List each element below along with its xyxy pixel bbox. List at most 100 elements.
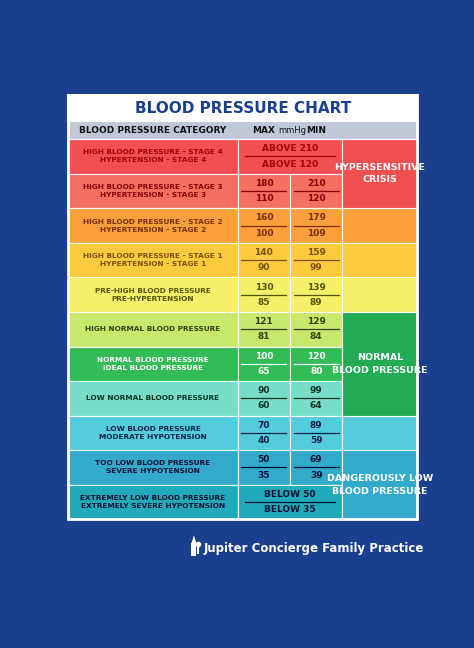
Bar: [342, 415, 418, 450]
Text: 89: 89: [310, 421, 322, 430]
Bar: [237, 208, 290, 243]
Text: 109: 109: [307, 229, 326, 238]
Bar: [290, 415, 342, 450]
Text: Jupiter Concierge Family Practice: Jupiter Concierge Family Practice: [204, 542, 424, 555]
Bar: [290, 450, 342, 485]
Text: HIGH BLOOD PRESSURE - STAGE 2
HYPERTENSION - STAGE 2: HIGH BLOOD PRESSURE - STAGE 2 HYPERTENSI…: [83, 218, 223, 233]
Bar: [68, 415, 237, 450]
Text: TOO LOW BLOOD PRESSURE
SEVERE HYPOTENSION: TOO LOW BLOOD PRESSURE SEVERE HYPOTENSIO…: [95, 461, 210, 474]
Text: 40: 40: [257, 436, 270, 445]
Text: 89: 89: [310, 298, 322, 307]
Text: 81: 81: [257, 332, 270, 341]
Bar: [290, 174, 342, 208]
Text: 99: 99: [310, 386, 323, 395]
Text: DANGEROUSLY LOW
BLOOD PRESSURE: DANGEROUSLY LOW BLOOD PRESSURE: [327, 474, 433, 496]
Bar: [68, 121, 418, 139]
Bar: [290, 347, 342, 381]
Text: 140: 140: [255, 248, 273, 257]
Text: 84: 84: [310, 332, 322, 341]
Bar: [290, 381, 342, 415]
Text: HIGH NORMAL BLOOD PRESSURE: HIGH NORMAL BLOOD PRESSURE: [85, 326, 221, 332]
Text: 121: 121: [255, 317, 273, 326]
Text: 50: 50: [258, 456, 270, 465]
Bar: [290, 243, 342, 277]
Text: NORMAL
BLOOD PRESSURE: NORMAL BLOOD PRESSURE: [332, 353, 428, 375]
Text: 180: 180: [255, 179, 273, 188]
Text: 99: 99: [310, 263, 323, 272]
Bar: [68, 208, 237, 243]
Text: 210: 210: [307, 179, 326, 188]
Text: ABOVE 210: ABOVE 210: [262, 145, 318, 154]
Bar: [237, 277, 290, 312]
Bar: [342, 450, 418, 519]
Text: 90: 90: [257, 386, 270, 395]
Text: 65: 65: [257, 367, 270, 376]
Text: 35: 35: [257, 470, 270, 480]
Text: 129: 129: [307, 317, 326, 326]
Text: 70: 70: [257, 421, 270, 430]
Bar: [342, 243, 418, 277]
Bar: [68, 139, 237, 174]
Text: BELOW 50: BELOW 50: [264, 490, 316, 499]
Bar: [237, 381, 290, 415]
Bar: [290, 277, 342, 312]
Text: 60: 60: [258, 402, 270, 410]
Bar: [68, 312, 237, 347]
Text: 59: 59: [310, 436, 322, 445]
Text: ABOVE 120: ABOVE 120: [262, 159, 318, 168]
Text: BLOOD PRESSURE CHART: BLOOD PRESSURE CHART: [135, 100, 351, 116]
Bar: [342, 139, 418, 208]
Bar: [237, 312, 290, 347]
Text: MAX: MAX: [252, 126, 275, 135]
Text: NORMAL BLOOD PRESSURE
IDEAL BLOOD PRESSURE: NORMAL BLOOD PRESSURE IDEAL BLOOD PRESSU…: [97, 357, 209, 371]
Text: 90: 90: [257, 263, 270, 272]
Text: 85: 85: [257, 298, 270, 307]
Bar: [342, 208, 418, 243]
Text: BELOW 35: BELOW 35: [264, 505, 316, 514]
Text: HIGH BLOOD PRESSURE - STAGE 3
HYPERTENSION - STAGE 3: HIGH BLOOD PRESSURE - STAGE 3 HYPERTENSI…: [83, 184, 223, 198]
Text: 110: 110: [255, 194, 273, 203]
Text: mmHg: mmHg: [278, 126, 306, 135]
Text: 139: 139: [307, 283, 326, 292]
Text: EXTREMELY LOW BLOOD PRESSURE
EXTREMELY SEVERE HYPOTENSION: EXTREMELY LOW BLOOD PRESSURE EXTREMELY S…: [81, 495, 226, 509]
Bar: [68, 243, 237, 277]
Bar: [68, 450, 237, 485]
Bar: [191, 543, 196, 556]
Bar: [237, 485, 342, 519]
Text: 100: 100: [255, 352, 273, 361]
Polygon shape: [191, 535, 196, 543]
Text: 120: 120: [307, 194, 326, 203]
Bar: [68, 485, 237, 519]
Text: 130: 130: [255, 283, 273, 292]
Text: MIN: MIN: [306, 126, 326, 135]
Bar: [68, 277, 237, 312]
Text: 159: 159: [307, 248, 326, 257]
Text: 64: 64: [310, 402, 322, 410]
Text: LOW NORMAL BLOOD PRESSURE: LOW NORMAL BLOOD PRESSURE: [86, 395, 219, 401]
Text: 100: 100: [255, 229, 273, 238]
Bar: [237, 243, 290, 277]
Text: PRE-HIGH BLOOD PRESSURE
PRE-HYPERTENSION: PRE-HIGH BLOOD PRESSURE PRE-HYPERTENSION: [95, 288, 211, 302]
Bar: [237, 347, 290, 381]
Bar: [342, 312, 418, 415]
Text: HIGH BLOOD PRESSURE - STAGE 4
HYPERTENSION - STAGE 4: HIGH BLOOD PRESSURE - STAGE 4 HYPERTENSI…: [83, 150, 223, 163]
Bar: [68, 174, 237, 208]
Text: 69: 69: [310, 456, 322, 465]
Bar: [290, 208, 342, 243]
Bar: [68, 95, 418, 121]
Text: HIGH BLOOD PRESSURE - STAGE 1
HYPERTENSION - STAGE 1: HIGH BLOOD PRESSURE - STAGE 1 HYPERTENSI…: [83, 253, 223, 267]
Text: 80: 80: [310, 367, 322, 376]
Text: 120: 120: [307, 352, 326, 361]
Bar: [237, 174, 290, 208]
Bar: [68, 95, 418, 519]
Bar: [68, 347, 237, 381]
Bar: [68, 381, 237, 415]
Text: 160: 160: [255, 213, 273, 222]
Text: 179: 179: [307, 213, 326, 222]
Text: 39: 39: [310, 470, 322, 480]
Text: HYPERSENSITIVE
CRISIS: HYPERSENSITIVE CRISIS: [334, 163, 425, 185]
Bar: [290, 312, 342, 347]
Bar: [237, 415, 290, 450]
Text: LOW BLOOD PRESSURE
MODERATE HYPOTENSION: LOW BLOOD PRESSURE MODERATE HYPOTENSION: [99, 426, 207, 440]
Bar: [342, 277, 418, 312]
